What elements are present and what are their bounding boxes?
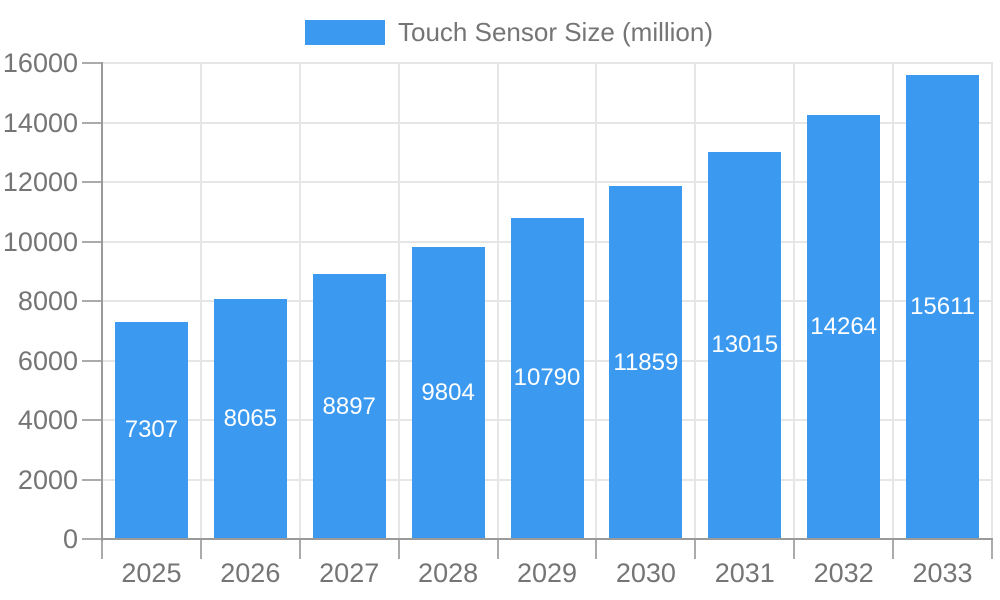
y-axis-line: [101, 62, 103, 541]
bar[interactable]: [609, 186, 683, 539]
bar-value-label: 8897: [322, 392, 376, 420]
h-gridline: [102, 181, 992, 183]
x-axis-line: [101, 538, 993, 540]
x-tick: [991, 539, 993, 559]
bar[interactable]: [114, 321, 188, 539]
y-axis-tick-label: 4000: [17, 405, 78, 435]
x-axis-tick-label: 2031: [714, 558, 775, 588]
x-axis-tick-label: 2027: [319, 558, 380, 588]
y-axis-tick-label: 6000: [17, 345, 78, 376]
v-gridline: [892, 62, 895, 539]
y-axis-tick-label: 12000: [2, 167, 78, 197]
y-tick: [82, 62, 102, 64]
x-tick: [496, 539, 499, 559]
x-axis-tick-label: 2025: [121, 558, 182, 588]
legend-swatch: [305, 20, 385, 45]
x-tick: [397, 539, 400, 559]
x-tick: [298, 539, 301, 559]
h-gridline: [102, 121, 992, 124]
bar-value-label: 13015: [711, 331, 779, 359]
y-tick: [82, 240, 102, 243]
bar[interactable]: [411, 247, 485, 539]
x-axis-tick-label: 2028: [418, 558, 479, 588]
y-tick: [82, 478, 102, 481]
x-tick: [101, 539, 103, 559]
x-axis-tick-label: 2030: [615, 558, 676, 588]
x-tick: [892, 539, 895, 559]
bar[interactable]: [708, 151, 782, 539]
v-gridline: [793, 62, 796, 539]
x-tick: [793, 539, 796, 559]
v-gridline: [991, 62, 993, 539]
x-tick: [199, 539, 202, 559]
bar[interactable]: [906, 74, 980, 539]
v-gridline: [298, 62, 301, 539]
bar[interactable]: [213, 299, 287, 539]
bar-value-label: 8065: [223, 405, 278, 433]
x-tick: [595, 539, 598, 559]
v-gridline: [199, 62, 202, 539]
y-axis-tick-label: 8000: [17, 286, 78, 316]
x-axis-tick-label: 2026: [220, 558, 281, 588]
bar[interactable]: [510, 217, 584, 539]
y-tick: [82, 419, 102, 421]
y-axis-tick-label: 16000: [2, 48, 78, 78]
v-gridline: [694, 62, 697, 539]
bar[interactable]: [807, 114, 881, 539]
y-axis-tick-label: 10000: [2, 226, 78, 257]
x-tick: [694, 539, 697, 559]
h-gridline: [102, 62, 992, 64]
bar-value-label: 14264: [810, 312, 878, 340]
v-gridline: [496, 62, 499, 539]
y-axis-tick-label: 0: [62, 524, 78, 554]
bar[interactable]: [312, 274, 386, 539]
x-axis-tick-label: 2033: [912, 558, 973, 588]
v-gridline: [595, 62, 598, 539]
bar-value-label: 9804: [421, 379, 475, 407]
bar-value-label: 11859: [613, 348, 679, 376]
x-axis-tick-label: 2029: [516, 558, 578, 588]
bar-value-label: 15611: [910, 292, 976, 320]
y-axis-tick-label: 2000: [17, 464, 78, 495]
legend[interactable]: Touch Sensor Size (million): [305, 17, 713, 48]
v-gridline: [397, 62, 400, 539]
y-tick: [82, 300, 102, 302]
y-tick: [82, 538, 102, 540]
y-tick: [82, 359, 102, 362]
bar-value-label: 7307: [124, 416, 179, 444]
y-tick: [82, 181, 102, 183]
bar-value-label: 10790: [513, 364, 581, 392]
y-tick: [82, 121, 102, 124]
x-axis-tick-label: 2032: [813, 558, 874, 588]
y-axis-tick-label: 14000: [2, 107, 78, 138]
legend-label: Touch Sensor Size (million): [398, 17, 714, 47]
